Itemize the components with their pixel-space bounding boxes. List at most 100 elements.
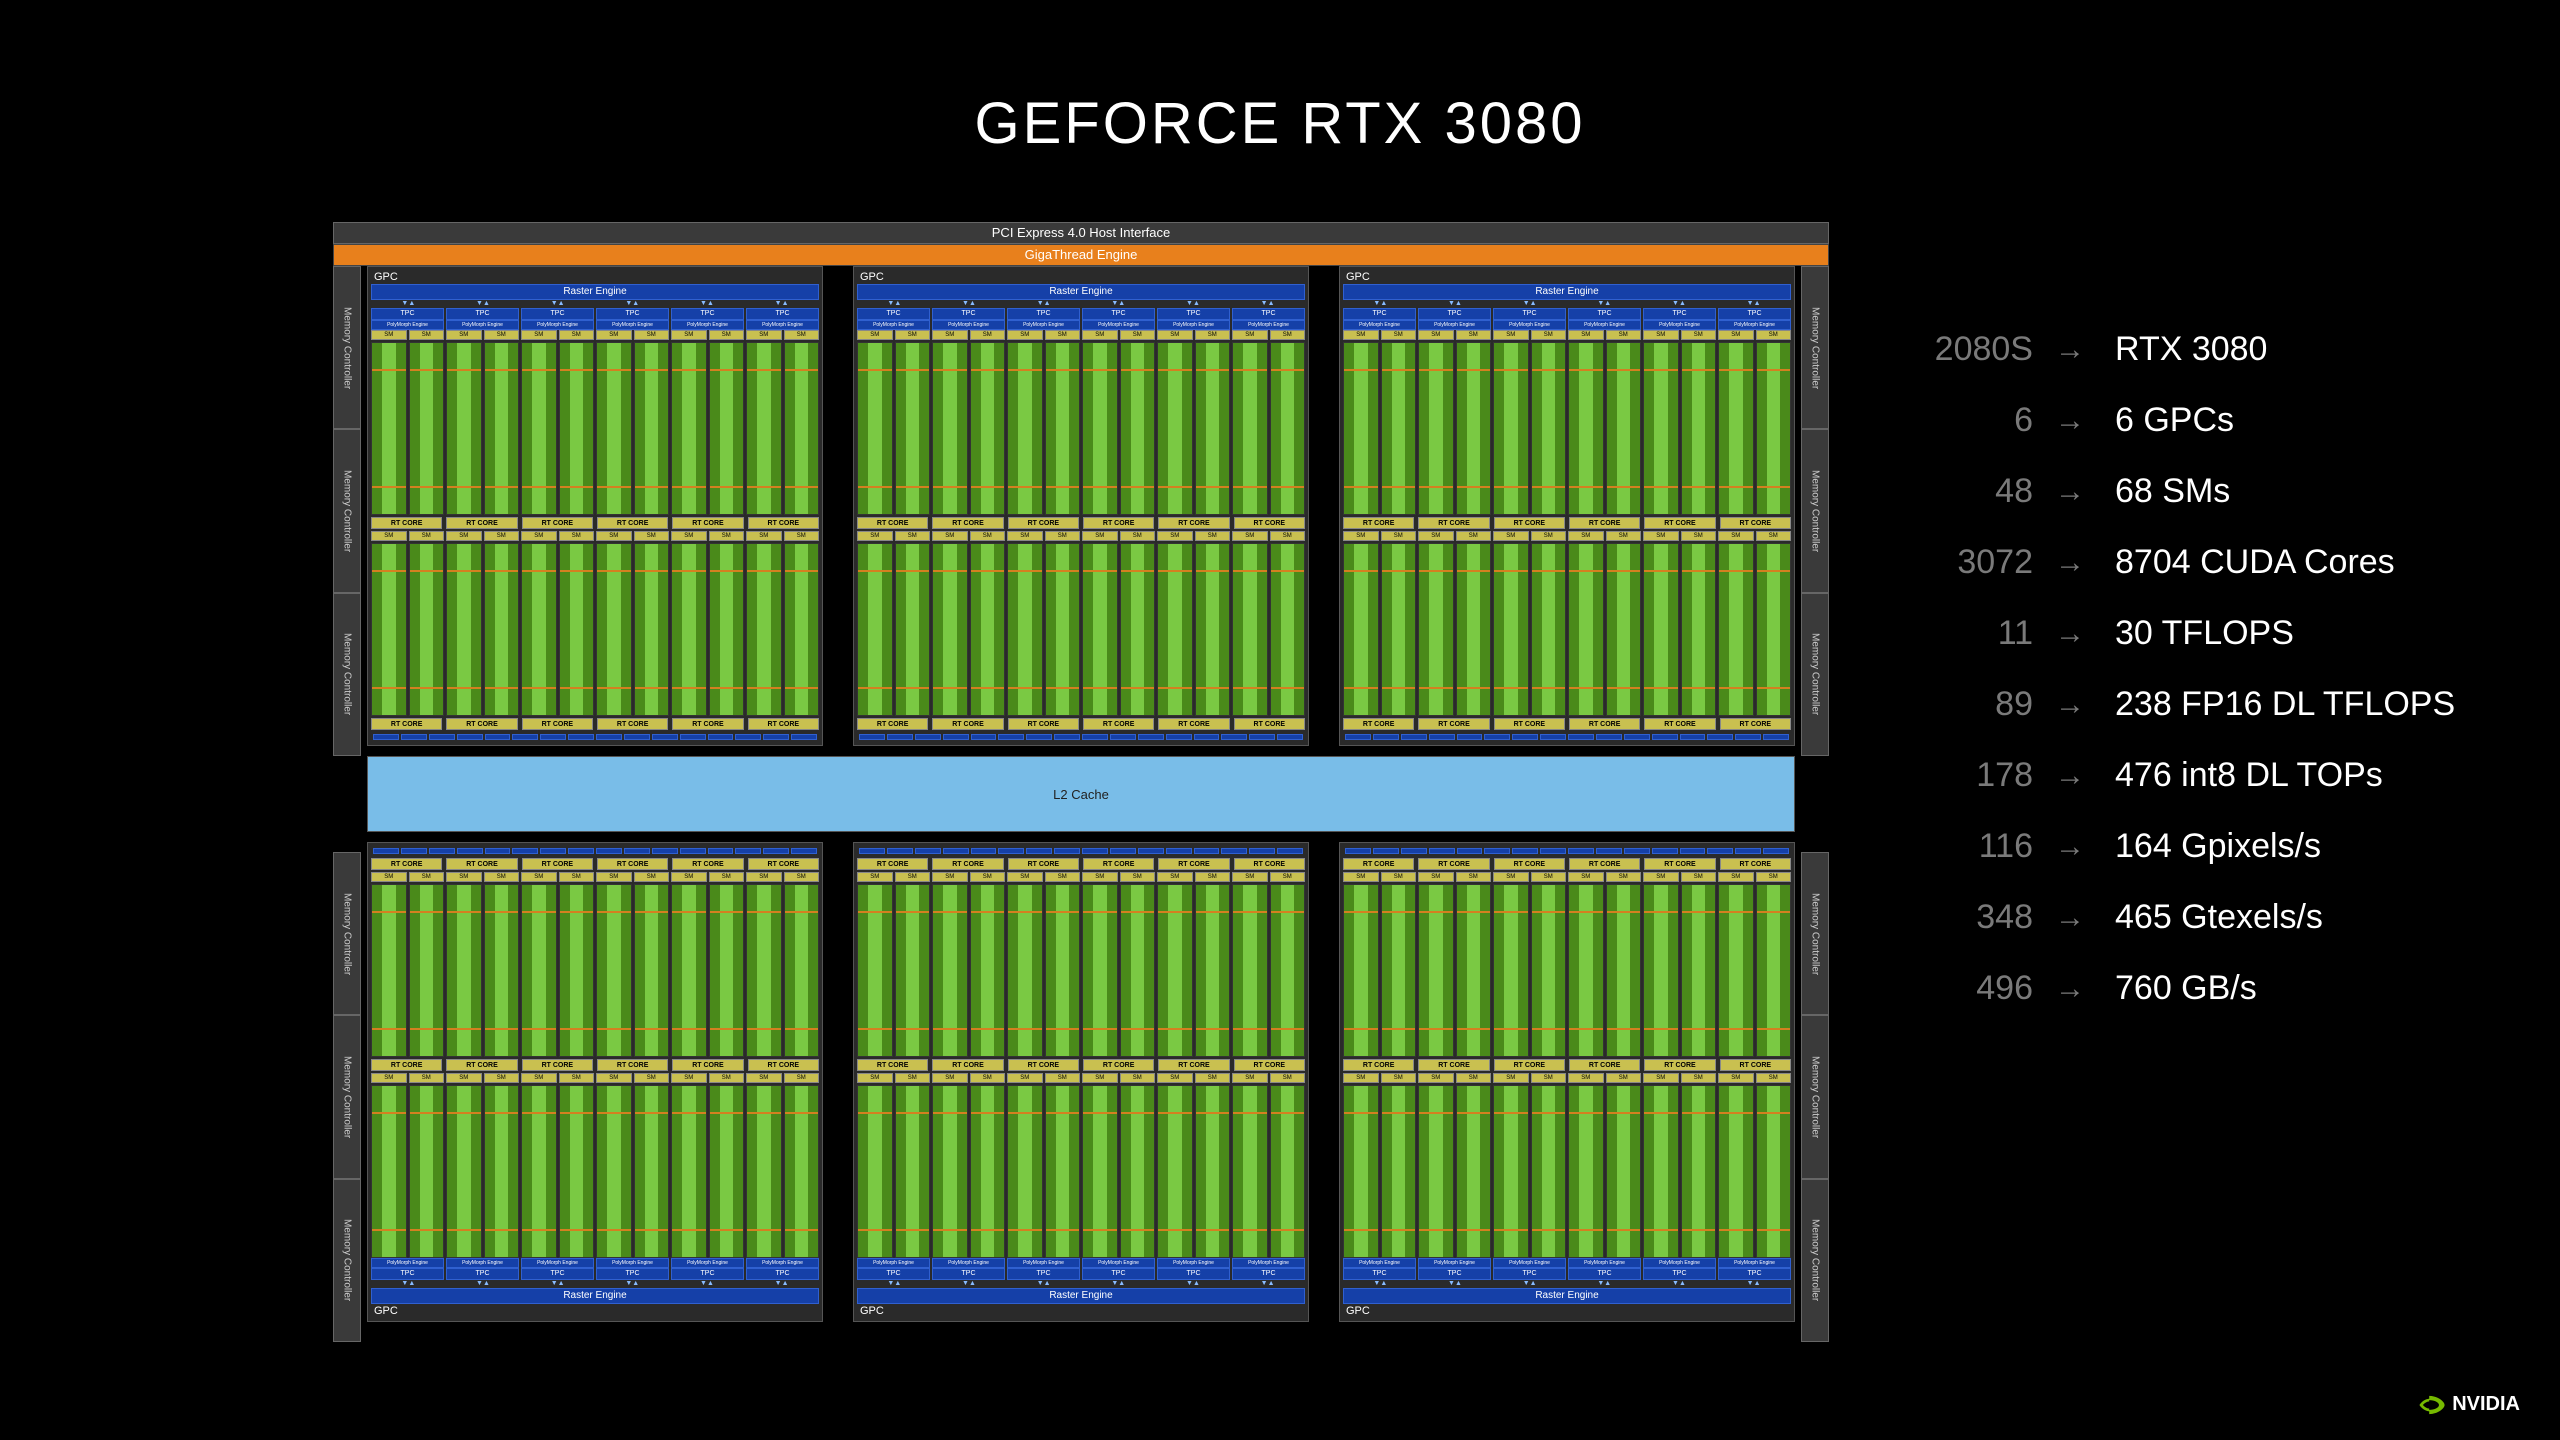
sm-unit bbox=[1343, 884, 1379, 1057]
rop bbox=[1652, 734, 1678, 740]
sm-unit bbox=[559, 1085, 595, 1258]
sm-label: SM bbox=[746, 330, 782, 340]
sm-unit bbox=[634, 884, 670, 1057]
rt-core-row: RT CORERT CORERT CORERT CORERT CORERT CO… bbox=[857, 515, 1305, 531]
nvidia-eye-icon bbox=[2418, 1395, 2446, 1415]
rt-core: RT CORE bbox=[1720, 1059, 1791, 1071]
sm-label: SM bbox=[784, 1073, 820, 1083]
sm-unit bbox=[1195, 884, 1231, 1057]
arrow-icon: → bbox=[2045, 333, 2095, 367]
rt-core: RT CORE bbox=[672, 1059, 743, 1071]
sm-unit bbox=[746, 884, 782, 1057]
sm-label: SM bbox=[1045, 1073, 1081, 1083]
spec-row: 178→476 int8 DL TOPs bbox=[1895, 756, 2515, 795]
tpc-row: TPCTPCTPCTPCTPCTPC bbox=[371, 1268, 819, 1280]
sm-label: SM bbox=[895, 330, 931, 340]
sm-unit bbox=[895, 884, 931, 1057]
gpc: GPCRaster Engine▼▲▼▲▼▲▼▲▼▲▼▲TPCTPCTPCTPC… bbox=[853, 266, 1309, 746]
polymorph-engine: PolyMorph Engine bbox=[932, 1258, 1005, 1268]
sm-label: SM bbox=[970, 872, 1006, 882]
sm-label-row: SMSMSMSMSMSMSMSMSMSMSMSM bbox=[857, 330, 1305, 340]
rt-core: RT CORE bbox=[1569, 718, 1640, 730]
sm-body bbox=[857, 543, 1305, 716]
sm-unit bbox=[409, 884, 445, 1057]
sm-label: SM bbox=[371, 872, 407, 882]
sm-unit bbox=[1343, 342, 1379, 515]
sm-unit bbox=[1643, 543, 1679, 716]
polymorph-engine: PolyMorph Engine bbox=[521, 320, 594, 330]
sm-unit bbox=[1045, 1085, 1081, 1258]
sm-unit bbox=[1756, 884, 1792, 1057]
sm-label: SM bbox=[1531, 1073, 1567, 1083]
sm-unit bbox=[371, 543, 407, 716]
sm-body bbox=[1343, 543, 1791, 716]
sm-unit bbox=[784, 884, 820, 1057]
sm-unit bbox=[1232, 1085, 1268, 1258]
rt-core: RT CORE bbox=[1720, 517, 1791, 529]
sm-label: SM bbox=[1756, 531, 1792, 541]
spec-row: 48→68 SMs bbox=[1895, 472, 2515, 511]
rop bbox=[1512, 734, 1538, 740]
polymorph-engine: PolyMorph Engine bbox=[1493, 320, 1566, 330]
rop bbox=[1457, 734, 1483, 740]
sm-unit bbox=[1568, 884, 1604, 1057]
polymorph-row: PolyMorph EnginePolyMorph EnginePolyMorp… bbox=[371, 320, 819, 330]
rt-core-row: RT CORERT CORERT CORERT CORERT CORERT CO… bbox=[371, 515, 819, 531]
sm-label: SM bbox=[521, 330, 557, 340]
sm-label: SM bbox=[1082, 330, 1118, 340]
rt-core: RT CORE bbox=[1083, 517, 1154, 529]
rop bbox=[429, 734, 455, 740]
rt-core: RT CORE bbox=[1494, 1059, 1565, 1071]
tpc: TPC bbox=[1643, 308, 1716, 320]
polymorph-row: PolyMorph EnginePolyMorph EnginePolyMorp… bbox=[857, 320, 1305, 330]
rop bbox=[1763, 848, 1789, 854]
arrow-icon: → bbox=[2045, 404, 2095, 438]
sm-unit bbox=[1493, 884, 1529, 1057]
memory-controller: Memory Controller bbox=[1801, 1015, 1829, 1178]
rt-core: RT CORE bbox=[1494, 858, 1565, 870]
sm-label: SM bbox=[371, 1073, 407, 1083]
rop bbox=[708, 848, 734, 854]
sm-label: SM bbox=[1681, 330, 1717, 340]
rt-core: RT CORE bbox=[371, 858, 442, 870]
rop bbox=[1194, 734, 1220, 740]
spec-new-value: 8704 CUDA Cores bbox=[2095, 543, 2395, 582]
rt-core: RT CORE bbox=[857, 1059, 928, 1071]
sm-label: SM bbox=[1718, 1073, 1754, 1083]
polymorph-engine: PolyMorph Engine bbox=[446, 1258, 519, 1268]
rt-core: RT CORE bbox=[1008, 517, 1079, 529]
rop bbox=[1249, 848, 1275, 854]
sm-unit bbox=[596, 342, 632, 515]
rt-core: RT CORE bbox=[1418, 1059, 1489, 1071]
rt-core: RT CORE bbox=[1083, 1059, 1154, 1071]
sm-label: SM bbox=[559, 531, 595, 541]
gigathread-bar: GigaThread Engine bbox=[333, 244, 1829, 266]
rop bbox=[859, 848, 885, 854]
sm-label: SM bbox=[932, 330, 968, 340]
sm-label: SM bbox=[484, 1073, 520, 1083]
sm-label: SM bbox=[1756, 872, 1792, 882]
rop-row bbox=[857, 846, 1305, 856]
rt-core-row: RT CORERT CORERT CORERT CORERT CORERT CO… bbox=[1343, 716, 1791, 732]
polymorph-engine: PolyMorph Engine bbox=[1157, 320, 1230, 330]
sm-unit bbox=[1718, 1085, 1754, 1258]
sm-unit bbox=[1456, 342, 1492, 515]
sm-unit bbox=[671, 1085, 707, 1258]
sm-unit bbox=[1082, 884, 1118, 1057]
rt-core: RT CORE bbox=[1158, 1059, 1229, 1071]
sm-label: SM bbox=[1007, 872, 1043, 882]
rt-core: RT CORE bbox=[748, 718, 819, 730]
sm-body bbox=[371, 543, 819, 716]
memory-controller: Memory Controller bbox=[333, 852, 361, 1015]
gpc-row-top: GPCRaster Engine▼▲▼▲▼▲▼▲▼▲▼▲TPCTPCTPCTPC… bbox=[361, 266, 1801, 746]
memory-controller: Memory Controller bbox=[1801, 1179, 1829, 1342]
sm-label: SM bbox=[1007, 1073, 1043, 1083]
tpc: TPC bbox=[1232, 1268, 1305, 1280]
rt-core: RT CORE bbox=[1158, 718, 1229, 730]
spec-new-value: 465 Gtexels/s bbox=[2095, 898, 2323, 937]
sm-unit bbox=[1643, 884, 1679, 1057]
sm-label-row: SMSMSMSMSMSMSMSMSMSMSMSM bbox=[1343, 872, 1791, 882]
sm-label: SM bbox=[1681, 1073, 1717, 1083]
rop bbox=[457, 734, 483, 740]
sm-label: SM bbox=[1120, 872, 1156, 882]
